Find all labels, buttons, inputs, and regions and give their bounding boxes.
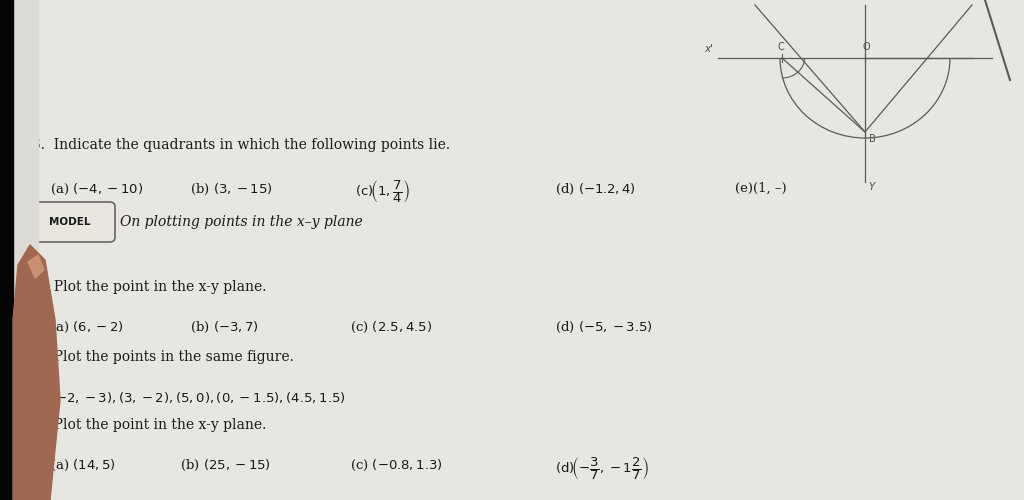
Text: 3.  Indicate the quadrants in which the following points lie.: 3. Indicate the quadrants in which the f… <box>32 138 451 152</box>
Text: (c)$\!\left(1,\dfrac{7}{4}\right)$: (c)$\!\left(1,\dfrac{7}{4}\right)$ <box>355 178 411 205</box>
Text: (b) $(25, -15)$: (b) $(25, -15)$ <box>180 458 271 473</box>
Text: B: B <box>869 134 876 144</box>
Text: MODEL: MODEL <box>49 217 91 227</box>
Text: (d) $(-5, -3.5)$: (d) $(-5, -3.5)$ <box>555 320 653 335</box>
Text: C: C <box>777 42 783 52</box>
Bar <box>0 0 13 500</box>
Polygon shape <box>28 255 44 278</box>
Text: O: O <box>862 42 869 52</box>
Text: x': x' <box>705 44 713 54</box>
Text: 6.  Plot the point in the x-y plane.: 6. Plot the point in the x-y plane. <box>32 418 266 432</box>
Text: (a) $(14, 5)$: (a) $(14, 5)$ <box>50 458 116 473</box>
Text: $(-2, -3), (3, -2), (5, 0), (0, -1.5), (4.5, 1.5)$: $(-2, -3), (3, -2), (5, 0), (0, -1.5), (… <box>50 390 346 405</box>
Text: (c) $(-0.8, 1.3)$: (c) $(-0.8, 1.3)$ <box>350 458 442 473</box>
Polygon shape <box>13 245 60 500</box>
Text: On plotting points in the x–y plane: On plotting points in the x–y plane <box>120 215 362 229</box>
Text: (d) $(-1.2, 4)$: (d) $(-1.2, 4)$ <box>555 182 636 197</box>
Text: (e)(1, –): (e)(1, –) <box>735 182 786 195</box>
Text: Y: Y <box>868 182 874 192</box>
Text: (b) $(-3, 7)$: (b) $(-3, 7)$ <box>190 320 259 335</box>
Text: (a) $(-4, -10)$: (a) $(-4, -10)$ <box>50 182 143 197</box>
Text: (a) $(6, -2)$: (a) $(6, -2)$ <box>50 320 124 335</box>
Text: 5.  Plot the points in the same figure.: 5. Plot the points in the same figure. <box>32 350 294 364</box>
FancyBboxPatch shape <box>25 202 115 242</box>
Bar <box>13 0 38 500</box>
Text: 4.  Plot the point in the x-y plane.: 4. Plot the point in the x-y plane. <box>32 280 266 294</box>
Text: (b) $(3, -15)$: (b) $(3, -15)$ <box>190 182 272 197</box>
Text: (c) $(2.5, 4.5)$: (c) $(2.5, 4.5)$ <box>350 320 432 335</box>
Text: (d)$\!\left(-\dfrac{3}{7}, -1\dfrac{2}{7}\right)$: (d)$\!\left(-\dfrac{3}{7}, -1\dfrac{2}{7… <box>555 455 649 482</box>
